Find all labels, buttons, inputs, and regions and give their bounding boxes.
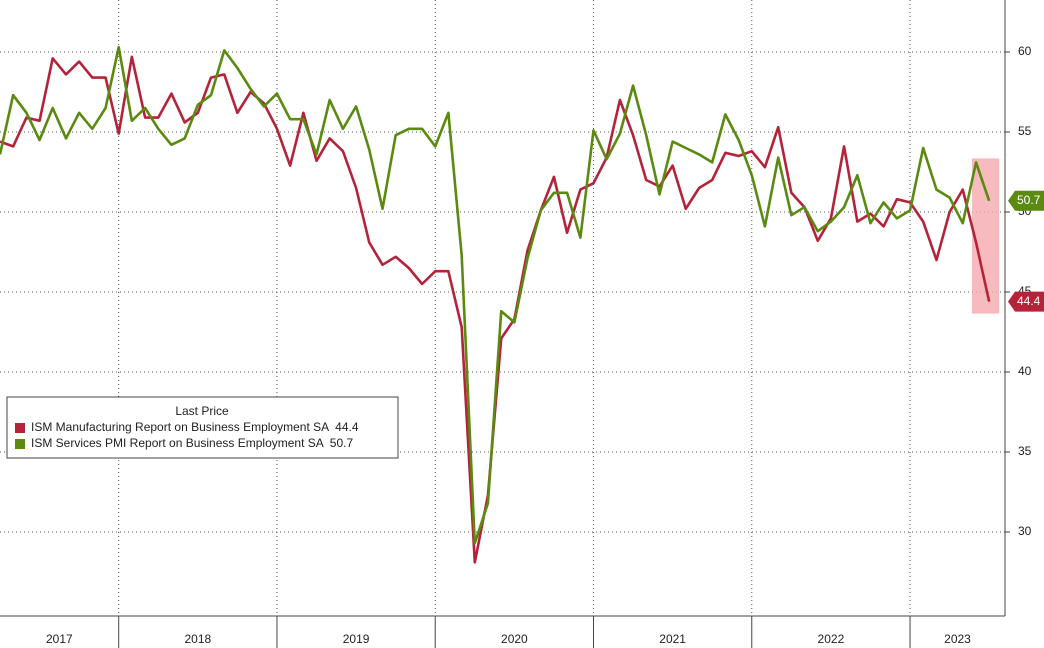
legend-value: 50.7 [330, 436, 354, 450]
legend-swatch [15, 423, 25, 433]
x-tick-label: 2020 [501, 632, 528, 646]
legend-title: Last Price [175, 404, 229, 418]
lines [0, 45, 991, 564]
x-tick-label: 2021 [659, 632, 686, 646]
legend-value: 44.4 [335, 420, 359, 434]
x-tick-label: 2018 [184, 632, 211, 646]
x-tick-label: 2023 [944, 632, 971, 646]
last-value-label: 50.7 [1017, 193, 1041, 207]
x-tick-label: 2019 [343, 632, 370, 646]
y-tick-label: 35 [1018, 444, 1032, 458]
legend: Last Price ISM Manufacturing Report on B… [6, 396, 399, 459]
last-value-label: 44.4 [1017, 294, 1041, 308]
y-tick-label: 60 [1018, 44, 1032, 58]
series-line [0, 45, 991, 545]
legend-label: ISM Manufacturing Report on Business Emp… [31, 420, 329, 434]
grid [0, 0, 1005, 616]
last-value-tag [1008, 190, 1044, 211]
legend-swatch [15, 439, 25, 449]
y-tick-label: 30 [1018, 524, 1032, 538]
y-tick-label: 40 [1018, 364, 1032, 378]
y-tick-label: 55 [1018, 124, 1032, 138]
x-tick-label: 2017 [46, 632, 73, 646]
last-value-tag [1008, 291, 1044, 312]
legend-label: ISM Services PMI Report on Business Empl… [31, 436, 324, 450]
series-line [0, 55, 991, 564]
legend-box [6, 396, 399, 459]
x-tick-label: 2022 [818, 632, 845, 646]
